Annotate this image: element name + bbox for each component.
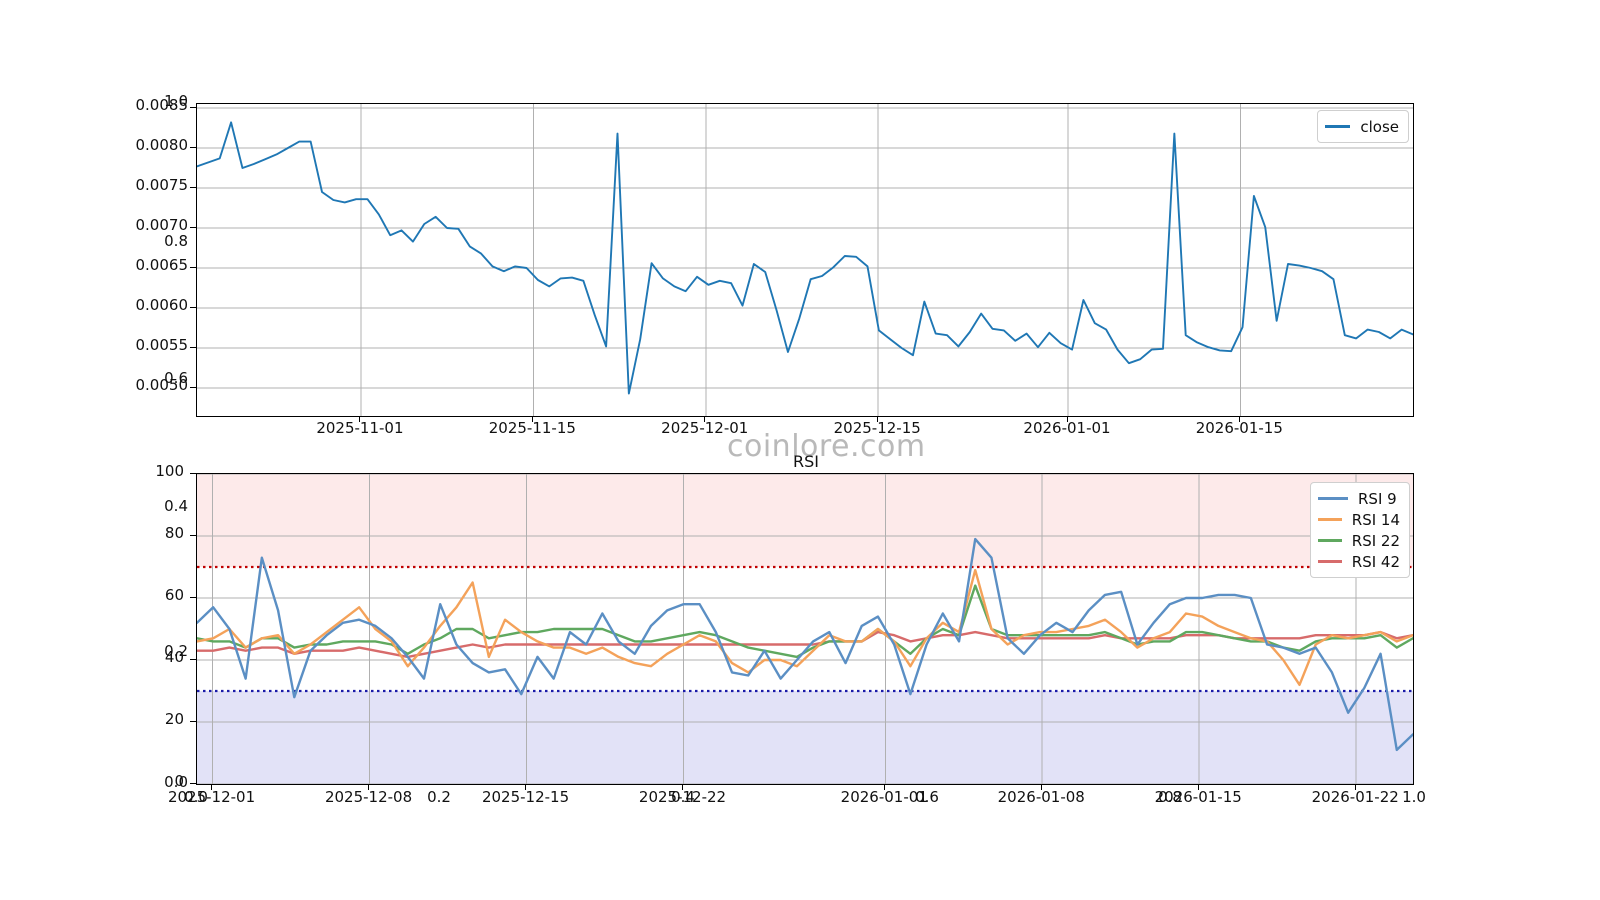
price-x-tick-label: 2025-12-15 xyxy=(833,419,921,437)
rsi-x-tick-mark xyxy=(1040,785,1042,790)
price-x-tick-label: 2025-11-15 xyxy=(488,419,576,437)
legend-swatch-icon xyxy=(1318,518,1342,521)
rsi-line-series xyxy=(197,568,1413,686)
rsi-x-tick-label: 2025-12-22 xyxy=(638,788,727,806)
price-y-tick-label: 0.0050 xyxy=(135,376,189,394)
rsi-x-tick-mark xyxy=(211,785,213,790)
price-x-tick-label: 2025-11-01 xyxy=(316,419,404,437)
rsi-x-tick-mark xyxy=(883,785,885,790)
price-y-tick-label: 0.0070 xyxy=(135,216,189,234)
rsi-x-tick-mark xyxy=(1354,785,1356,790)
price-y-tick-secondary-label: 1.0 xyxy=(164,92,188,110)
rsi-x-tick-mark xyxy=(525,785,527,790)
price-y-tick-mark xyxy=(190,186,196,188)
rsi-legend-item[interactable]: RSI 9 xyxy=(1318,488,1400,509)
price-x-tick-mark xyxy=(876,417,878,422)
rsi-line-series xyxy=(197,537,1413,752)
rsi-y-tick-secondary-label: 0.2 xyxy=(164,642,188,660)
rsi-y-tick-mark xyxy=(190,472,196,474)
price-chart-panel xyxy=(196,103,1414,417)
rsi-y-tick-label: 20 xyxy=(164,710,184,728)
rsi-zone-band xyxy=(197,474,1413,567)
price-x-tick-label: 2025-12-01 xyxy=(661,419,749,437)
rsi-legend-item[interactable]: RSI 22 xyxy=(1318,530,1400,551)
legend-swatch-icon xyxy=(1325,125,1351,128)
price-x-tick-label: 2026-01-01 xyxy=(1023,419,1111,437)
rsi-x-tick-secondary-label: 0.2 xyxy=(427,788,451,806)
price-y-tick-mark xyxy=(190,226,196,228)
rsi-y-tick-label: 80 xyxy=(164,524,184,542)
rsi-zone-band xyxy=(197,691,1413,784)
rsi-y-tick-label: 40 xyxy=(164,648,184,666)
price-y-tick-label: 0.0060 xyxy=(135,296,189,314)
rsi-panel-title: RSI xyxy=(793,452,819,471)
rsi-legend[interactable]: RSI 9 RSI 14 RSI 22 RSI 42 xyxy=(1310,482,1410,578)
rsi-legend-label: RSI 22 xyxy=(1351,531,1400,550)
watermark: coinlore.com xyxy=(727,429,926,464)
rsi-y-tick-secondary-label: 0.4 xyxy=(164,497,188,515)
rsi-x-tick-mark xyxy=(1197,785,1199,790)
rsi-x-tick-label: 2026-01-08 xyxy=(997,788,1085,806)
rsi-legend-label: RSI 42 xyxy=(1351,552,1400,571)
price-x-tick-mark xyxy=(359,417,361,422)
rsi-y-tick-mark xyxy=(190,596,196,598)
price-x-tick-label: 2026-01-15 xyxy=(1195,419,1283,437)
rsi-x-tick-label: 2025-12-08 xyxy=(324,788,413,806)
price-x-tick-mark xyxy=(1238,417,1240,422)
rsi-legend-label: RSI 14 xyxy=(1351,510,1400,529)
price-y-tick-label: 0.0055 xyxy=(135,336,189,354)
legend-swatch-icon xyxy=(1318,497,1348,500)
rsi-y-tick-mark xyxy=(190,782,196,784)
price-x-tick-mark xyxy=(1066,417,1068,422)
rsi-x-tick-secondary-label: 0.4 xyxy=(671,788,695,806)
price-y-tick-mark xyxy=(190,106,196,108)
rsi-plot-area xyxy=(197,474,1413,784)
legend-swatch-icon xyxy=(1318,560,1342,563)
price-y-tick-label: 0.0065 xyxy=(135,256,189,274)
price-y-tick-label: 0.0085 xyxy=(135,96,189,114)
legend-swatch-icon xyxy=(1318,539,1342,542)
rsi-legend-label: RSI 9 xyxy=(1358,489,1397,508)
rsi-x-tick-mark xyxy=(682,785,684,790)
rsi-y-tick-label: 60 xyxy=(164,586,184,604)
rsi-x-tick-secondary-label: 0.8 xyxy=(1158,788,1182,806)
rsi-x-tick-label: 2025-12-15 xyxy=(481,788,570,806)
price-y-tick-secondary-label: 0.8 xyxy=(164,232,188,250)
rsi-x-tick-label: 2026-01-01 xyxy=(840,788,928,806)
rsi-x-tick-secondary-label: 0.6 xyxy=(915,788,939,806)
price-y-tick-mark xyxy=(190,146,196,148)
rsi-x-tick-secondary-label: 1.0 xyxy=(1402,788,1426,806)
rsi-y-tick-mark xyxy=(190,658,196,660)
price-y-tick-secondary-label: 0.6 xyxy=(164,369,188,387)
rsi-y-tick-mark xyxy=(190,534,196,536)
rsi-x-tick-label: 2026-01-22 xyxy=(1311,788,1399,806)
price-y-tick-mark xyxy=(190,266,196,268)
price-x-tick-mark xyxy=(531,417,533,422)
price-legend[interactable]: close xyxy=(1317,110,1409,143)
price-legend-label: close xyxy=(1360,117,1399,136)
price-x-tick-mark xyxy=(704,417,706,422)
price-y-tick-mark xyxy=(190,386,196,388)
rsi-x-tick-label: 2025-12-01 xyxy=(167,788,256,806)
price-legend-item[interactable]: close xyxy=(1325,116,1399,137)
rsi-x-tick-label: 2026-01-15 xyxy=(1154,788,1242,806)
rsi-line-series xyxy=(197,584,1413,659)
price-y-tick-label: 0.0075 xyxy=(135,176,189,194)
rsi-y-tick-mark xyxy=(190,720,196,722)
close-line-series xyxy=(197,121,1413,395)
rsi-legend-item[interactable]: RSI 14 xyxy=(1318,509,1400,530)
rsi-y-tick-label: 100 xyxy=(155,462,184,480)
price-y-tick-mark xyxy=(190,346,196,348)
price-plot-area xyxy=(197,104,1413,416)
rsi-chart-panel xyxy=(196,473,1414,785)
price-y-tick-label: 0.0080 xyxy=(135,136,189,154)
rsi-y-tick-secondary-label: 0.0 xyxy=(164,773,188,791)
rsi-legend-item[interactable]: RSI 42 xyxy=(1318,551,1400,572)
rsi-y-tick-label: 0 xyxy=(174,772,184,790)
rsi-x-tick-mark xyxy=(368,785,370,790)
rsi-x-tick-secondary-label: 0.0 xyxy=(184,788,208,806)
price-y-tick-mark xyxy=(190,306,196,308)
